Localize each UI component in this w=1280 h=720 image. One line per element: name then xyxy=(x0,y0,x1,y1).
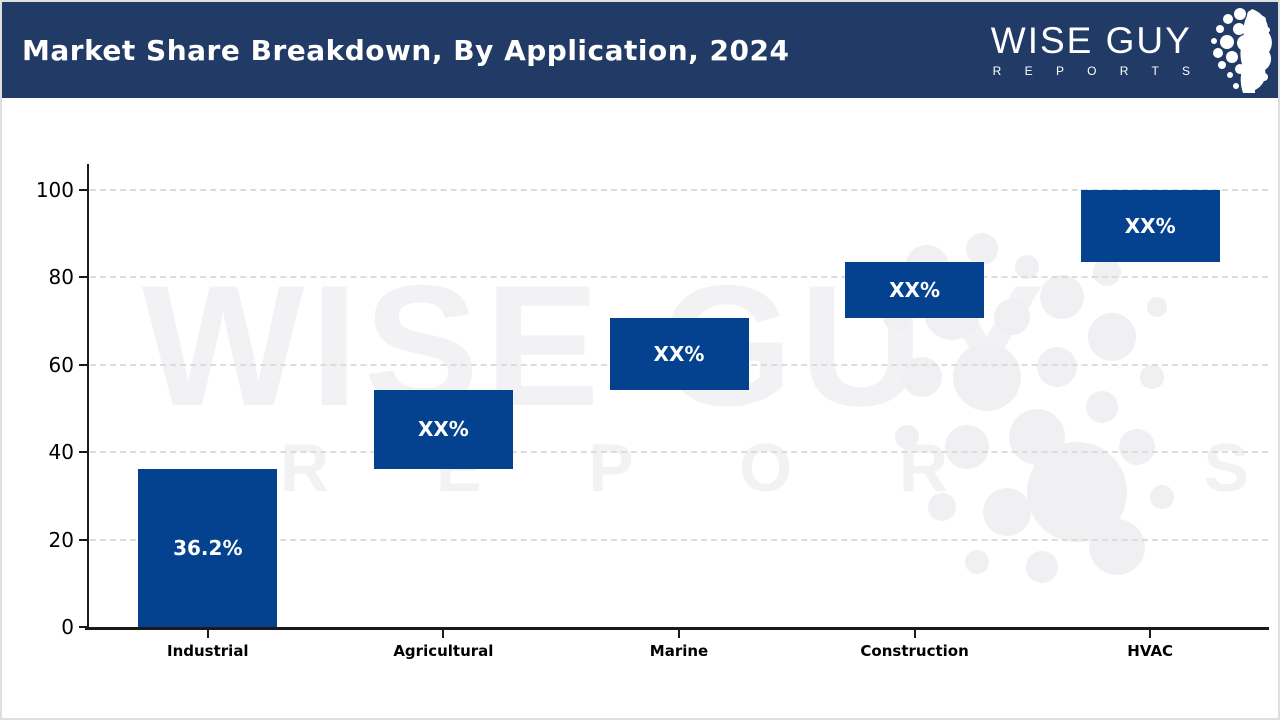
logo-reports-text: R E P O R T S xyxy=(992,64,1200,78)
x-axis-label: Industrial xyxy=(167,642,249,660)
x-tick xyxy=(1149,630,1152,638)
y-tick xyxy=(79,626,88,628)
bar-value-label: XX% xyxy=(1124,213,1176,238)
x-tick xyxy=(442,630,445,638)
logo-text: WISE GUY R E P O R T S xyxy=(983,22,1200,78)
bar-value-label: XX% xyxy=(889,278,941,303)
gridline xyxy=(90,188,1268,191)
gridline xyxy=(90,451,1268,453)
y-tick xyxy=(79,188,88,191)
y-tick-label: 80 xyxy=(48,265,74,289)
y-tick-label: 0 xyxy=(61,615,74,639)
bar-value-label: XX% xyxy=(653,341,705,366)
y-tick xyxy=(79,276,88,278)
y-tick-label: 20 xyxy=(48,527,74,552)
y-tick xyxy=(79,538,88,541)
x-tick xyxy=(206,630,209,638)
wise-guy-logo: WISE GUY R E P O R T S xyxy=(983,2,1272,98)
bar-value-label: XX% xyxy=(417,417,469,442)
logo-head-icon xyxy=(1211,8,1272,93)
bar: 36.2% xyxy=(138,468,278,627)
bar-value-label: 36.2% xyxy=(173,535,243,560)
x-axis-line xyxy=(85,627,1269,630)
x-axis-label: Agricultural xyxy=(393,642,494,660)
y-tick xyxy=(79,451,88,453)
header: Market Share Breakdown, By Application, … xyxy=(2,2,1278,98)
y-tick-label: 100 xyxy=(35,177,74,202)
bar: XX% xyxy=(1080,189,1220,263)
y-axis-line xyxy=(87,164,89,629)
x-tick xyxy=(913,630,916,638)
x-axis-label: Construction xyxy=(860,642,969,660)
y-tick xyxy=(79,363,88,366)
y-tick-label: 60 xyxy=(48,352,74,377)
gridline xyxy=(90,538,1268,541)
gridline xyxy=(90,276,1268,278)
page-title: Market Share Breakdown, By Application, … xyxy=(22,33,790,67)
x-axis-label: Marine xyxy=(649,642,709,660)
x-axis-label: HVAC xyxy=(1127,642,1174,660)
bar: XX% xyxy=(373,389,513,469)
x-tick xyxy=(678,630,680,638)
y-tick-label: 40 xyxy=(48,440,74,464)
logo-wiseguy-text: WISE GUY xyxy=(990,20,1192,61)
bar: XX% xyxy=(609,318,749,390)
bar: XX% xyxy=(845,262,985,319)
